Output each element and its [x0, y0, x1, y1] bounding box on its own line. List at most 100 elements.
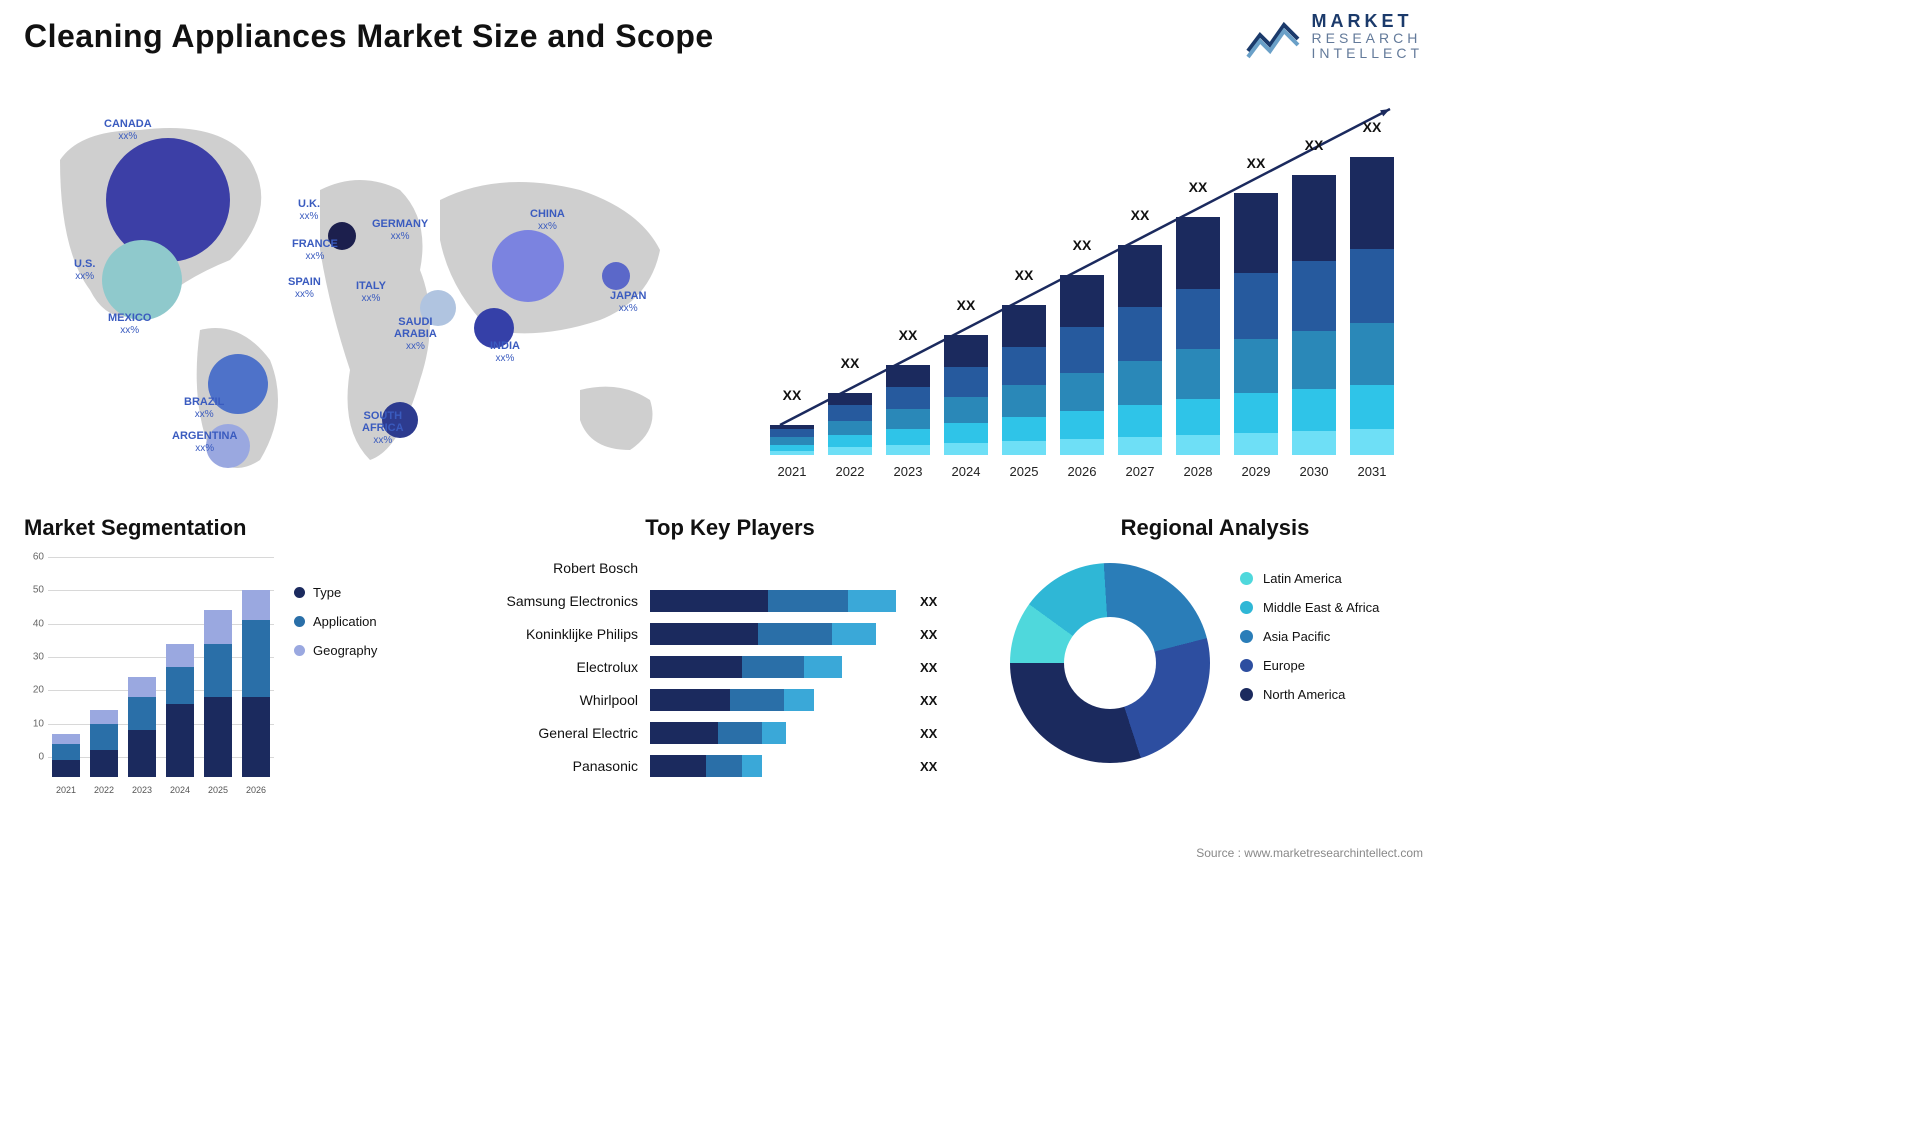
seg-ytick: 20	[24, 685, 44, 696]
seg-bar	[90, 710, 118, 777]
logo-line2: RESEARCH	[1312, 31, 1423, 46]
map-country-label: SAUDIARABIAxx%	[394, 316, 437, 352]
growth-bar-value: XX	[1002, 267, 1046, 283]
player-name: Samsung Electronics	[480, 593, 650, 609]
regional-title: Regional Analysis	[1000, 515, 1430, 541]
growth-bar-value: XX	[1234, 155, 1278, 171]
region-legend-item: Asia Pacific	[1240, 629, 1379, 644]
growth-bar-value: XX	[944, 297, 988, 313]
logo-mark-icon	[1246, 13, 1302, 59]
player-value: XX	[920, 660, 937, 675]
growth-bar: XX	[1350, 157, 1394, 455]
map-country-label: ITALYxx%	[356, 280, 386, 304]
growth-year-label: 2026	[1060, 464, 1104, 479]
growth-year-label: 2021	[770, 464, 814, 479]
seg-year-label: 2022	[90, 785, 118, 795]
seg-ytick: 10	[24, 718, 44, 729]
player-row: Whirlpool XX	[480, 685, 980, 715]
region-legend-item: Middle East & Africa	[1240, 600, 1379, 615]
regional-section: Regional Analysis Latin America Middle Ea…	[1000, 515, 1430, 805]
map-country-label: GERMANYxx%	[372, 218, 428, 242]
world-map: CANADAxx%U.S.xx%MEXICOxx%BRAZILxx%ARGENT…	[20, 90, 720, 490]
growth-bar: XX	[1002, 305, 1046, 455]
map-country-label: SOUTHAFRICAxx%	[362, 410, 404, 446]
player-row: Samsung Electronics XX	[480, 586, 980, 616]
growth-bar: XX	[1292, 175, 1336, 455]
player-value: XX	[920, 693, 937, 708]
player-row: Robert Bosch	[480, 553, 980, 583]
key-players-chart: Robert BoschSamsung ElectronicsXXKoninkl…	[480, 553, 980, 784]
seg-bar	[166, 644, 194, 777]
regional-donut-chart	[1010, 563, 1210, 763]
player-name: Whirlpool	[480, 692, 650, 708]
seg-bar	[242, 590, 270, 777]
seg-bar	[128, 677, 156, 777]
seg-bar	[52, 734, 80, 777]
growth-bar: XX	[770, 425, 814, 455]
brand-logo: MARKET RESEARCH INTELLECT	[1246, 12, 1423, 60]
player-value: XX	[920, 594, 937, 609]
map-country-label: U.K.xx%	[298, 198, 320, 222]
region-legend-item: Latin America	[1240, 571, 1379, 586]
seg-year-label: 2021	[52, 785, 80, 795]
growth-bar: XX	[944, 335, 988, 455]
key-players-section: Top Key Players Robert BoschSamsung Elec…	[480, 515, 980, 805]
player-row: Panasonic XX	[480, 751, 980, 781]
growth-bar: XX	[1176, 217, 1220, 455]
seg-year-label: 2023	[128, 785, 156, 795]
growth-year-label: 2027	[1118, 464, 1162, 479]
growth-bar-value: XX	[1292, 137, 1336, 153]
seg-year-label: 2026	[242, 785, 270, 795]
page-title: Cleaning Appliances Market Size and Scop…	[24, 18, 714, 55]
map-country-label: U.S.xx%	[74, 258, 95, 282]
growth-year-label: 2031	[1350, 464, 1394, 479]
key-players-title: Top Key Players	[480, 515, 980, 541]
map-country-label: JAPANxx%	[610, 290, 646, 314]
seg-ytick: 30	[24, 652, 44, 663]
seg-ytick: 0	[24, 752, 44, 763]
growth-bar: XX	[1060, 275, 1104, 455]
growth-bar-value: XX	[1118, 207, 1162, 223]
map-country-label: CANADAxx%	[104, 118, 152, 142]
growth-year-label: 2028	[1176, 464, 1220, 479]
growth-bar-value: XX	[770, 387, 814, 403]
player-value: XX	[920, 627, 937, 642]
growth-bar: XX	[886, 365, 930, 455]
growth-year-label: 2029	[1234, 464, 1278, 479]
player-name: Electrolux	[480, 659, 650, 675]
growth-year-label: 2023	[886, 464, 930, 479]
map-country-label: CHINAxx%	[530, 208, 565, 232]
seg-ytick: 40	[24, 618, 44, 629]
player-value: XX	[920, 726, 937, 741]
player-name: Koninklijke Philips	[480, 626, 650, 642]
region-legend-item: Europe	[1240, 658, 1379, 673]
map-country-label: FRANCExx%	[292, 238, 338, 262]
growth-bar: XX	[1234, 193, 1278, 455]
growth-year-label: 2024	[944, 464, 988, 479]
segmentation-title: Market Segmentation	[24, 515, 434, 541]
logo-line1: MARKET	[1312, 12, 1423, 31]
map-country-label: INDIAxx%	[490, 340, 520, 364]
seg-bar	[204, 610, 232, 777]
growth-year-label: 2022	[828, 464, 872, 479]
player-row: General ElectricXX	[480, 718, 980, 748]
player-name: Panasonic	[480, 758, 650, 774]
map-country-label: ARGENTINAxx%	[172, 430, 237, 454]
seg-legend-item: Geography	[294, 643, 377, 658]
region-legend-item: North America	[1240, 687, 1379, 702]
growth-bar: XX	[1118, 245, 1162, 455]
growth-year-label: 2030	[1292, 464, 1336, 479]
map-country-label: SPAINxx%	[288, 276, 321, 300]
growth-bar-value: XX	[1060, 237, 1104, 253]
growth-bar: XX	[828, 393, 872, 455]
player-row: Koninklijke Philips XX	[480, 619, 980, 649]
growth-bar-value: XX	[1176, 179, 1220, 195]
market-growth-chart: XXXXXXXXXXXXXXXXXXXXXX 20212022202320242…	[770, 95, 1410, 485]
source-attribution: Source : www.marketresearchintellect.com	[1196, 846, 1423, 860]
growth-bar-value: XX	[1350, 119, 1394, 135]
segmentation-section: Market Segmentation 01020304050602021202…	[24, 515, 434, 805]
player-value: XX	[920, 759, 937, 774]
segmentation-legend: TypeApplicationGeography	[294, 585, 377, 672]
player-row: Electrolux XX	[480, 652, 980, 682]
growth-bar-value: XX	[886, 327, 930, 343]
